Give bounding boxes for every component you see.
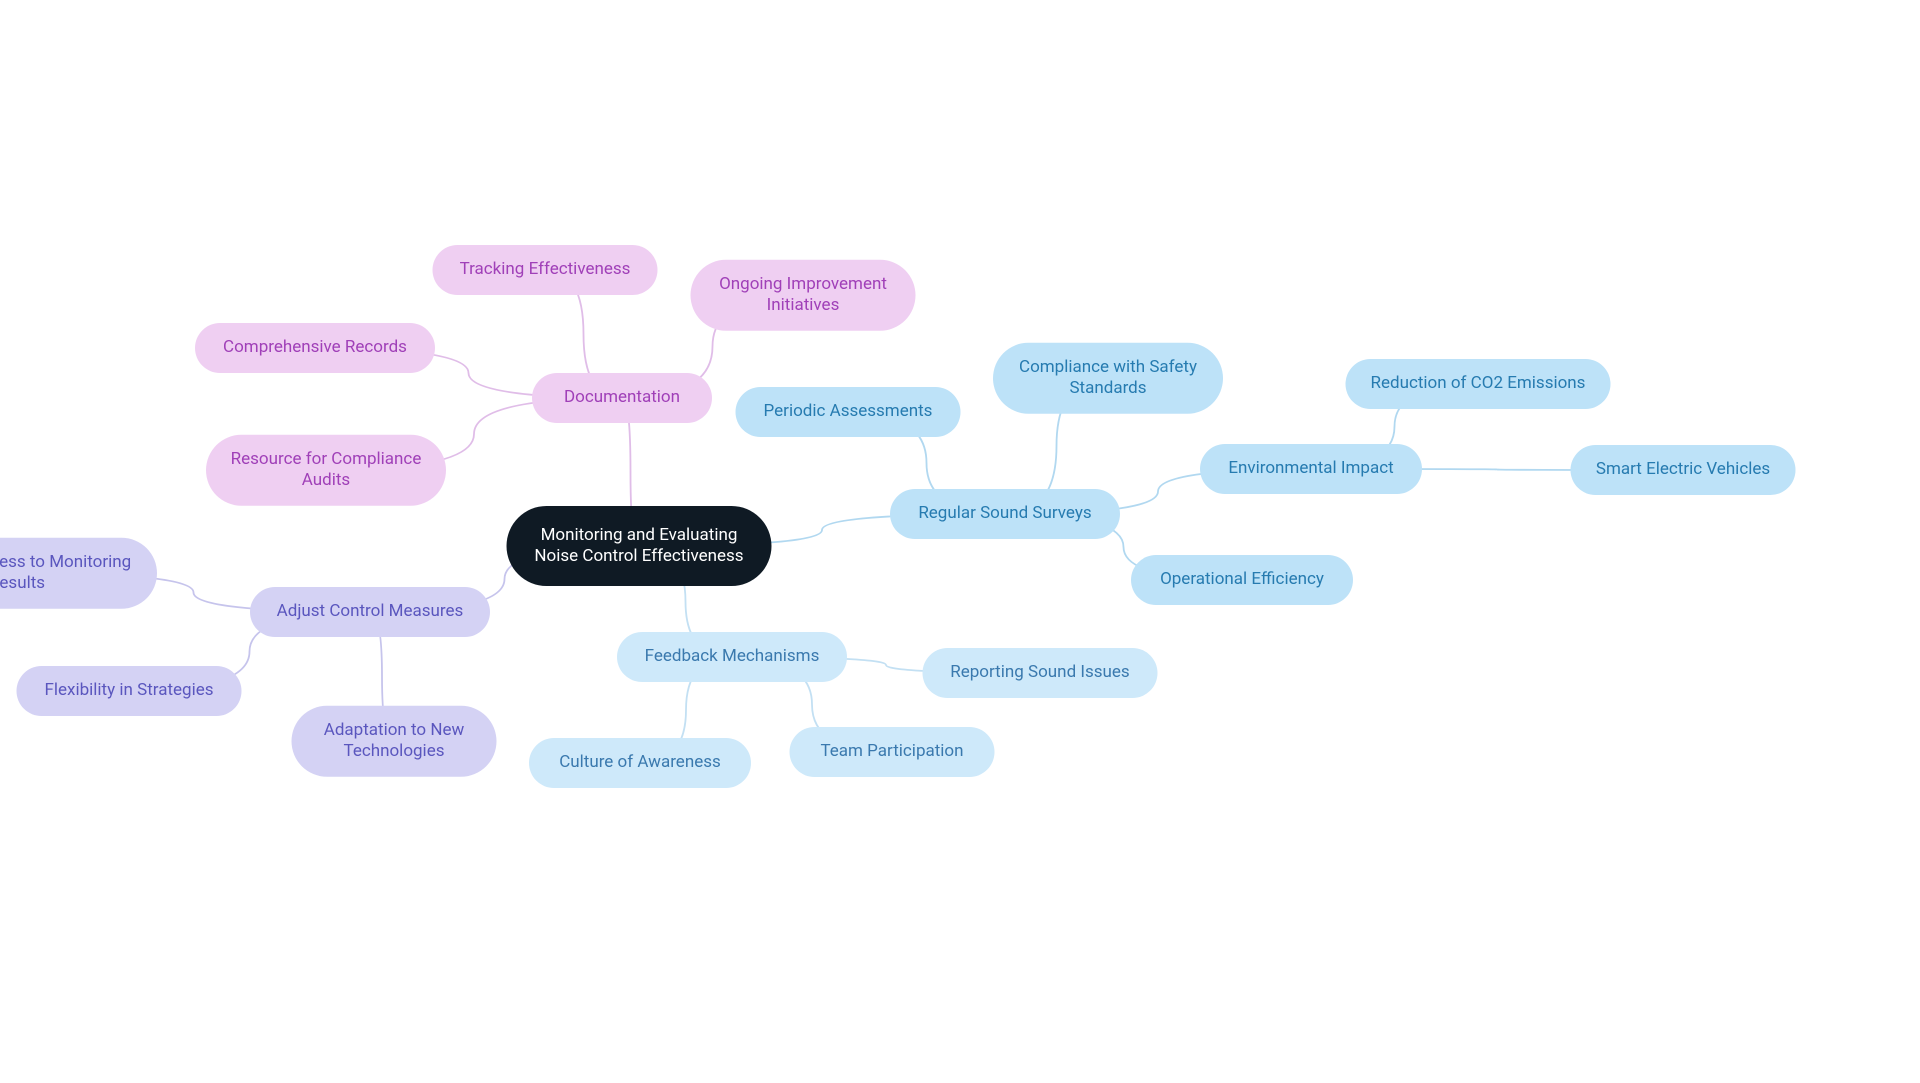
node-ongoing-improvement: Ongoing Improvement Initiatives <box>691 260 916 331</box>
node-periodic: Periodic Assessments <box>736 387 961 437</box>
node-root: Monitoring and Evaluating Noise Control … <box>507 506 772 586</box>
edge-layer <box>0 0 1920 1083</box>
node-smart-ev: Smart Electric Vehicles <box>1571 445 1796 495</box>
node-flexibility: Flexibility in Strategies <box>17 666 242 716</box>
node-adjust-control: Adjust Control Measures <box>250 587 490 637</box>
node-resource-compliance: Resource for Compliance Audits <box>206 435 446 506</box>
node-co2: Reduction of CO2 Emissions <box>1346 359 1611 409</box>
node-team-participation: Team Participation <box>790 727 995 777</box>
node-tracking-effectiveness: Tracking Effectiveness <box>433 245 658 295</box>
node-operational: Operational Efficiency <box>1131 555 1353 605</box>
node-responsiveness: Responsiveness to Monitoring Results <box>0 538 157 609</box>
node-env-impact: Environmental Impact <box>1200 444 1422 494</box>
mindmap-canvas: Monitoring and Evaluating Noise Control … <box>0 0 1920 1083</box>
node-compliance: Compliance with Safety Standards <box>993 343 1223 414</box>
node-culture-awareness: Culture of Awareness <box>529 738 751 788</box>
node-feedback: Feedback Mechanisms <box>617 632 847 682</box>
node-surveys: Regular Sound Surveys <box>890 489 1120 539</box>
node-reporting: Reporting Sound Issues <box>923 648 1158 698</box>
node-adaptation: Adaptation to New Technologies <box>292 706 497 777</box>
node-documentation: Documentation <box>532 373 712 423</box>
node-comprehensive-records: Comprehensive Records <box>195 323 435 373</box>
